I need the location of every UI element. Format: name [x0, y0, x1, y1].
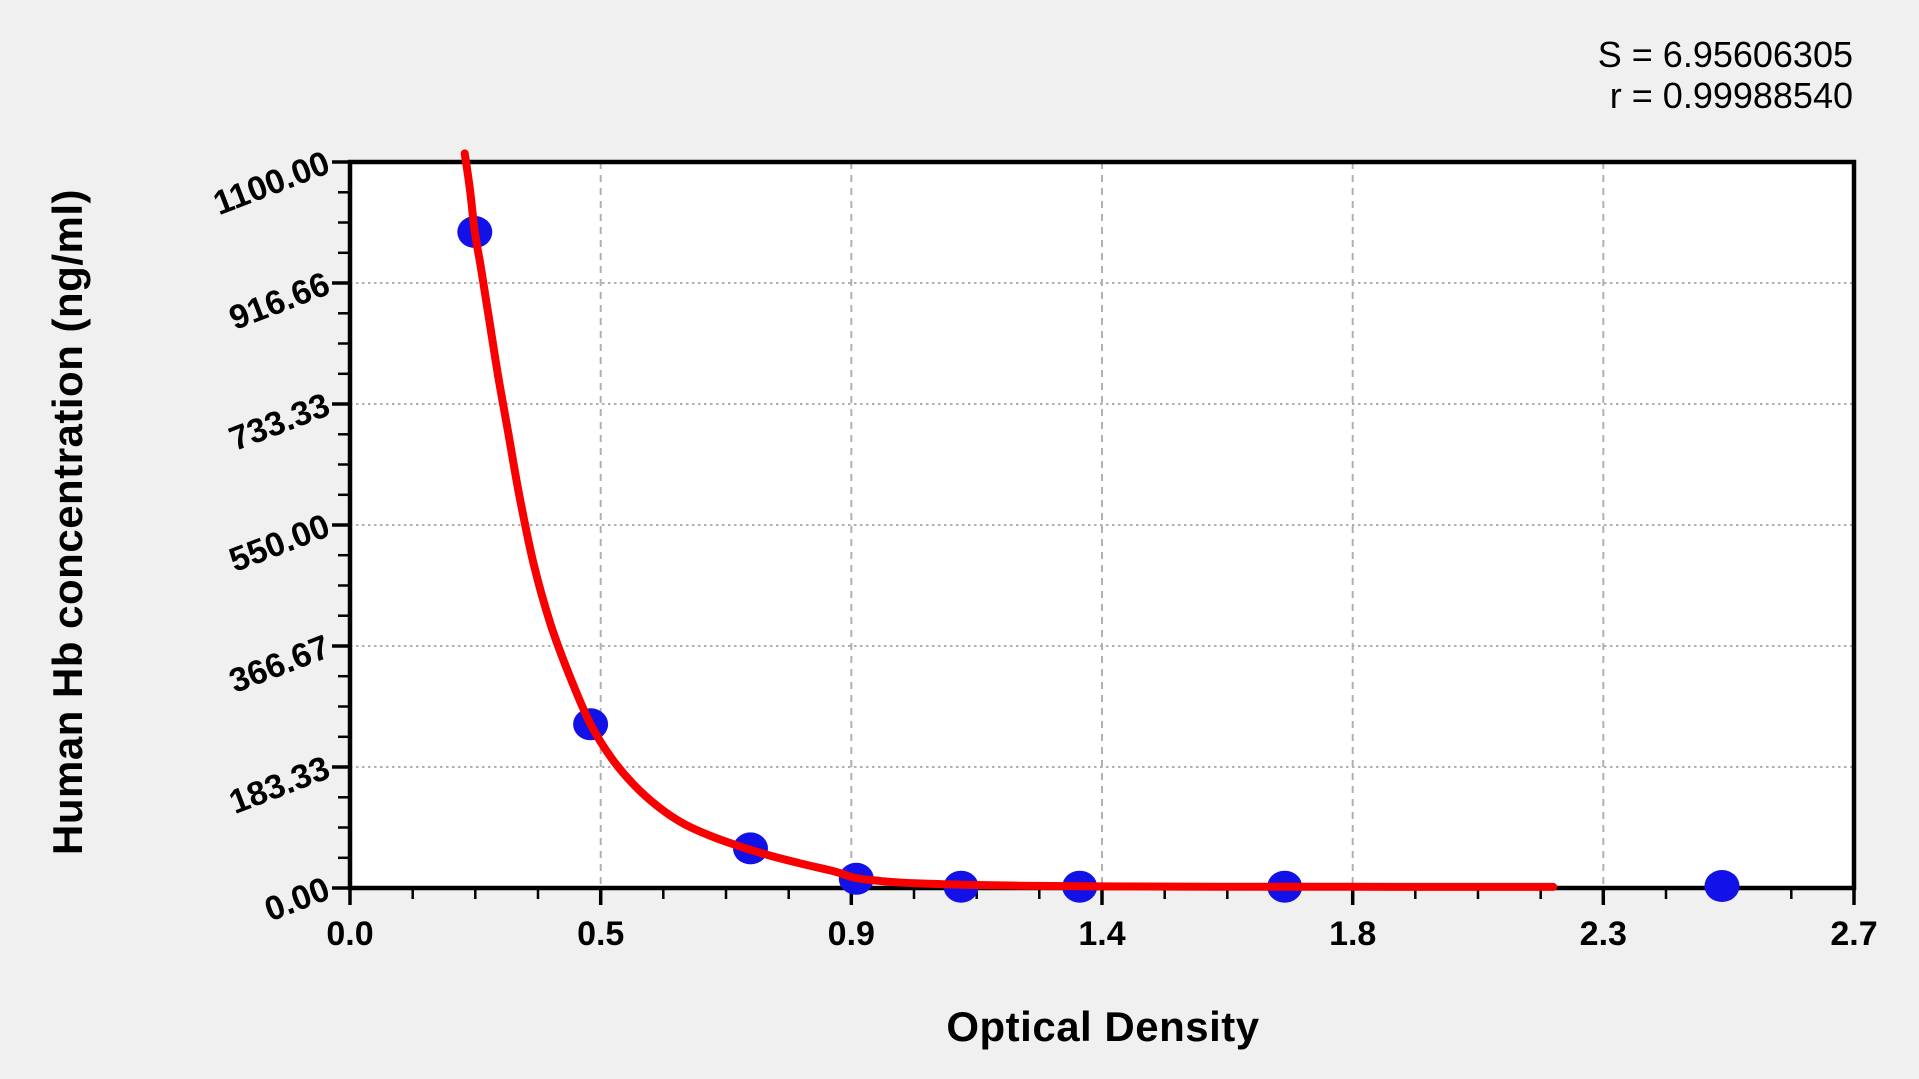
y-tick-label: 0.00	[259, 870, 334, 929]
fit-curve	[460, 149, 1558, 891]
y-tick-label: 183.33	[224, 749, 335, 822]
y-axis-title: Human Hb concentration (ng/ml)	[44, 189, 91, 855]
fit-statistic-r: r = 0.99988540	[1609, 75, 1853, 116]
y-tick-label: 366.67	[224, 628, 335, 701]
x-tick-label: 2.7	[1830, 915, 1877, 953]
x-axis-title: Optical Density	[946, 1003, 1260, 1050]
x-tick-label: 0.0	[326, 915, 373, 953]
x-tick-label: 1.8	[1329, 915, 1376, 953]
fit-statistic-s: S = 6.95606305	[1597, 34, 1853, 75]
x-tick-label: 0.9	[828, 915, 875, 953]
y-tick-label: 916.66	[224, 265, 335, 338]
x-tick-label: 1.4	[1078, 915, 1125, 953]
y-tick-label: 1100.00	[208, 144, 335, 223]
y-tick-label: 550.00	[224, 507, 335, 580]
x-tick-label: 2.3	[1580, 915, 1627, 953]
data-point	[1704, 870, 1740, 902]
y-tick-label: 733.33	[224, 386, 335, 459]
fit-statistics: S = 6.95606305 r = 0.99988540	[1598, 34, 1853, 116]
x-tick-label: 0.5	[577, 915, 624, 953]
